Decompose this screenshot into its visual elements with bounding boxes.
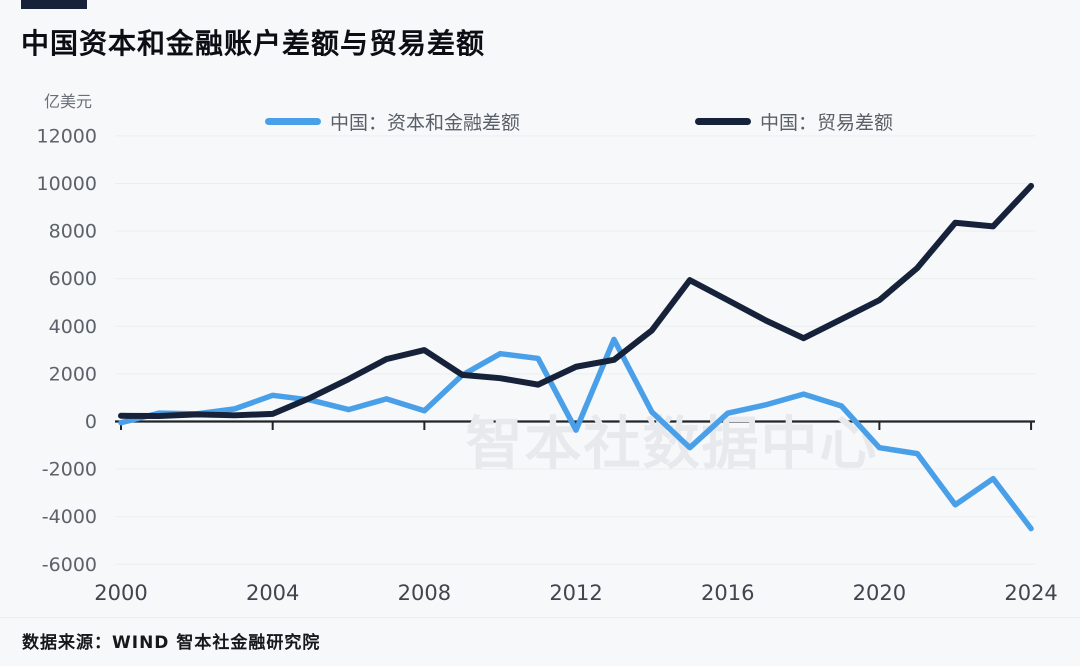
legend-item-trade-balance: 中国：贸易差额 xyxy=(695,108,893,134)
svg-text:2016: 2016 xyxy=(701,581,754,605)
legend: 中国：资本和金融差额 中国：贸易差额 xyxy=(0,108,1080,134)
legend-swatch xyxy=(695,117,751,125)
svg-text:2024: 2024 xyxy=(1004,581,1057,605)
svg-text:4000: 4000 xyxy=(49,316,97,338)
svg-text:2020: 2020 xyxy=(853,581,906,605)
svg-text:12000: 12000 xyxy=(37,125,97,147)
legend-label: 中国：资本和金融差额 xyxy=(330,111,521,134)
svg-text:-6000: -6000 xyxy=(42,554,97,576)
svg-text:-4000: -4000 xyxy=(42,506,97,528)
svg-text:-2000: -2000 xyxy=(42,459,97,481)
data-source-note: 数据来源：WIND 智本社金融研究院 xyxy=(22,633,321,653)
svg-text:8000: 8000 xyxy=(49,221,97,243)
svg-text:2008: 2008 xyxy=(398,581,451,605)
page-title: 中国资本和金融账户差额与贸易差额 xyxy=(21,27,486,60)
legend-label: 中国：贸易差额 xyxy=(760,111,894,134)
svg-text:0: 0 xyxy=(85,411,97,433)
svg-text:2004: 2004 xyxy=(246,581,299,605)
watermark: 智本社数据中心 xyxy=(466,411,879,477)
svg-text:10000: 10000 xyxy=(37,173,97,195)
legend-swatch xyxy=(265,117,321,125)
title-accent-bar xyxy=(21,0,87,9)
svg-text:2000: 2000 xyxy=(49,363,97,385)
legend-item-capital-financial: 中国：资本和金融差额 xyxy=(265,108,520,134)
svg-text:2000: 2000 xyxy=(94,581,147,605)
footer-divider xyxy=(0,617,1080,618)
y-axis-unit-label: 亿美元 xyxy=(44,92,93,111)
svg-text:6000: 6000 xyxy=(49,268,97,290)
svg-text:2012: 2012 xyxy=(549,581,602,605)
